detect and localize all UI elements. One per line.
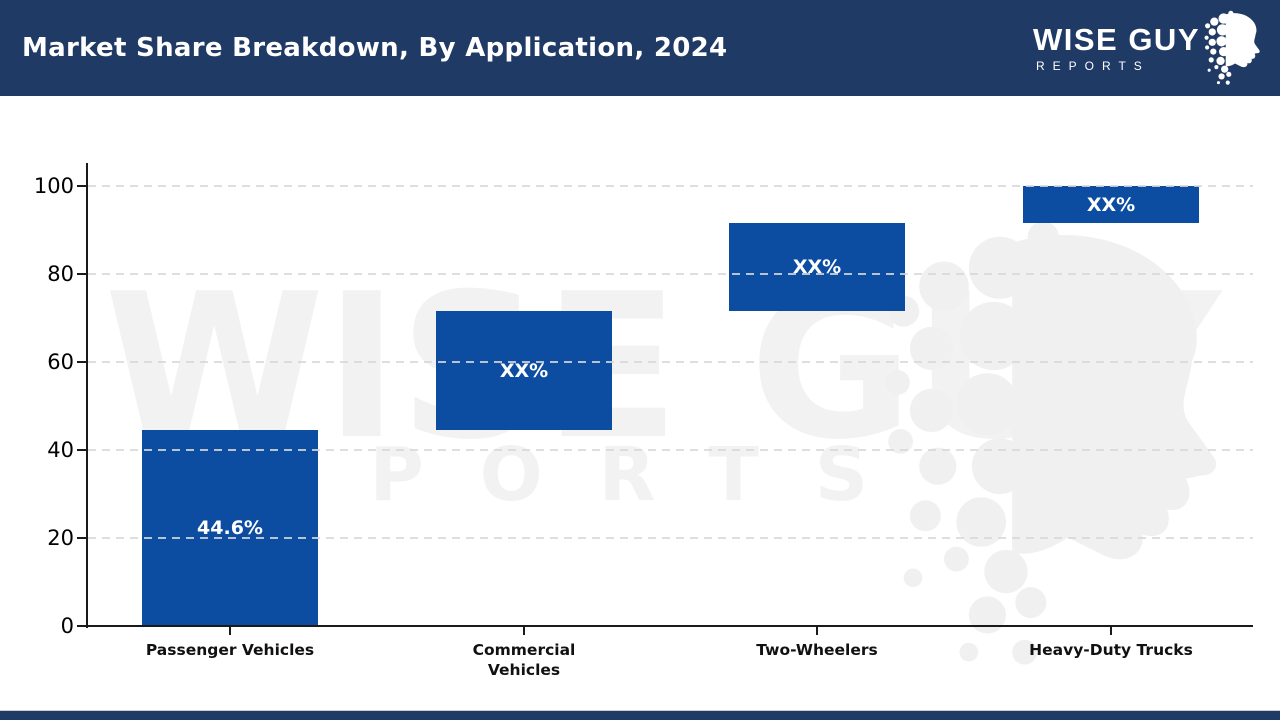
bar-2: XX% [436,311,612,430]
bar-value-label: XX% [792,256,842,279]
x-tick-mark [523,627,525,635]
logo-subtext: REPORTS [1035,58,1150,73]
bar-value-label: 44.6% [197,516,263,539]
brand-logo: WISE GUY REPORTS [1033,9,1266,87]
category-label: Passenger Vehicles [145,641,315,659]
y-tick-label: 0 [60,614,74,638]
y-tick-label: 20 [47,526,74,550]
y-tick-mark [77,449,86,451]
category-label: Heavy-Duty Trucks [1029,641,1193,659]
y-axis [86,163,88,628]
y-tick-mark [77,185,86,187]
y-tick-label: 80 [47,262,74,286]
bar-1: 44.6% [142,429,318,626]
x-tick-mark [816,627,818,635]
y-tick-label: 60 [47,350,74,374]
y-tick-mark [77,273,86,275]
y-tick-mark [77,361,86,363]
logo-wordmark: WISE GUY [1032,21,1200,57]
y-tick-mark [77,625,86,627]
x-axis [86,625,1253,627]
gridline-100 [88,185,1253,187]
watermark-head-icon [885,221,1217,665]
y-tick-label: 40 [47,438,74,462]
category-label: Two-Wheelers [756,641,878,659]
x-tick-mark [1110,627,1112,635]
header: Market Share Breakdown, By Application, … [0,0,1280,96]
y-tick-label: 100 [33,174,74,198]
gridline-60 [88,361,1253,363]
y-tick-mark [77,537,86,539]
gridline-20 [88,537,1253,539]
chart-title: Market Share Breakdown, By Application, … [22,33,728,63]
category-label: Commercial Vehicles [472,641,576,680]
bar-value-label: XX% [1086,193,1136,216]
x-tick-mark [229,627,231,635]
gridline-80 [88,273,1253,275]
bar-4: XX% [1023,186,1199,224]
footer-bar [0,710,1280,720]
gridline-40 [88,449,1253,451]
bar-value-label: XX% [499,359,549,382]
logo-text: WISE GUY REPORTS [1033,24,1200,73]
bar-3: XX% [729,223,905,312]
logo-head-icon [1204,10,1260,85]
